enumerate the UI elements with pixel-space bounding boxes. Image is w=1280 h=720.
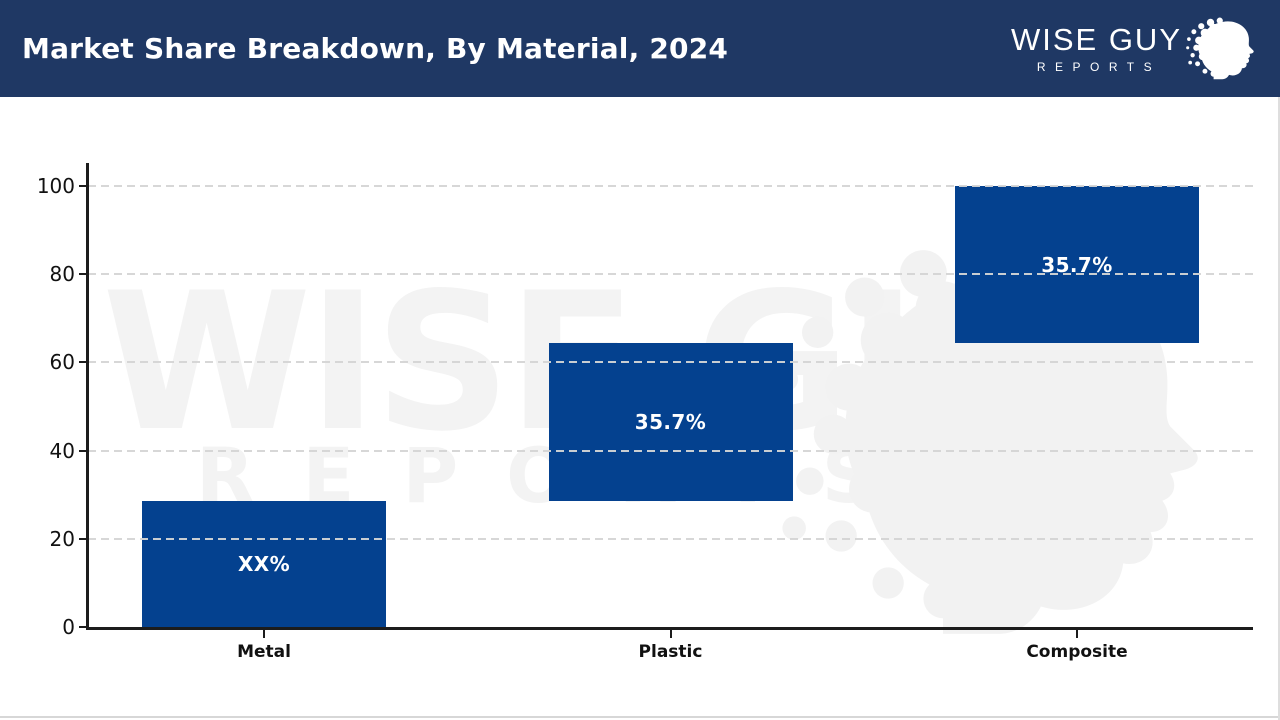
bar-composite: 35.7% [955,186,1199,344]
y-axis-line [86,163,89,630]
header: Market Share Breakdown, By Material, 202… [0,0,1280,97]
y-tick-mark [79,537,87,540]
y-axis-tick-label: 20 [49,526,75,551]
bar-metal: XX% [142,500,386,627]
gridline-40 [88,449,1253,452]
brand-logo: WISE GUY REPORTS [1011,8,1258,90]
x-tick-mark [263,630,265,638]
y-tick-mark [79,449,87,452]
brand-name: WISE GUY [1010,22,1182,57]
page-title: Market Share Breakdown, By Material, 202… [22,32,729,65]
y-tick-mark [79,361,87,364]
x-axis-tick-label: Composite [1026,642,1128,662]
bar-value-label: XX% [237,551,291,576]
brand-wordmark: WISE GUY REPORTS [1011,24,1182,73]
brand-head-icon [1184,8,1258,90]
brand-subtitle: REPORTS [1036,60,1162,74]
y-axis-tick-label: 0 [62,615,75,639]
y-axis-tick-label: 60 [49,350,75,375]
bar-value-label: 35.7% [634,410,707,435]
x-axis-tick-label: Metal [237,642,291,662]
bottom-border [0,716,1280,718]
x-tick-mark [1076,630,1078,638]
y-axis-tick-label: 80 [49,262,75,287]
y-tick-mark [79,273,87,276]
bar-value-label: 35.7% [1041,252,1113,277]
right-border [1278,97,1280,720]
gridline-100 [88,185,1253,187]
gridline-60 [88,361,1253,364]
y-tick-mark [79,185,87,187]
gridline-20 [88,537,1253,540]
y-axis-tick-label: 100 [36,174,75,198]
gridline-80 [88,273,1253,276]
y-axis-tick-label: 40 [49,438,75,463]
bar-plastic: 35.7% [548,343,793,501]
x-tick-mark [669,630,672,638]
x-axis-tick-label: Plastic [638,642,703,662]
x-axis-line [86,627,1253,630]
y-tick-mark [79,626,87,628]
